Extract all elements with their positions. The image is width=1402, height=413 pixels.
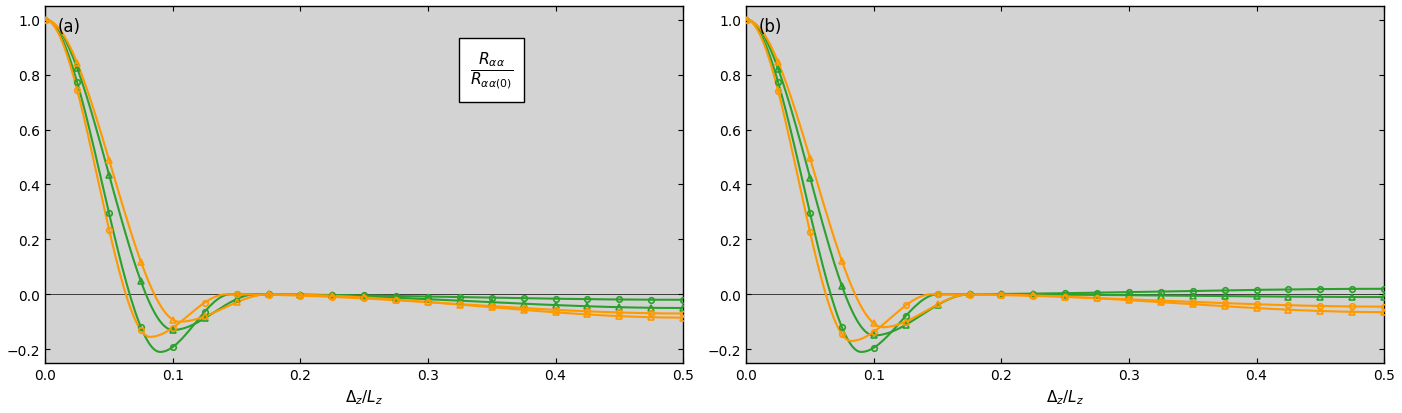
Text: (b): (b) <box>758 18 782 36</box>
Text: $\frac{R_{\alpha\alpha}}{R_{\alpha\alpha(0)}}$: $\frac{R_{\alpha\alpha}}{R_{\alpha\alpha… <box>470 50 513 92</box>
X-axis label: $\Delta_z/L_z$: $\Delta_z/L_z$ <box>345 387 383 406</box>
Text: (a): (a) <box>57 18 81 36</box>
X-axis label: $\Delta_z/L_z$: $\Delta_z/L_z$ <box>1046 387 1084 406</box>
